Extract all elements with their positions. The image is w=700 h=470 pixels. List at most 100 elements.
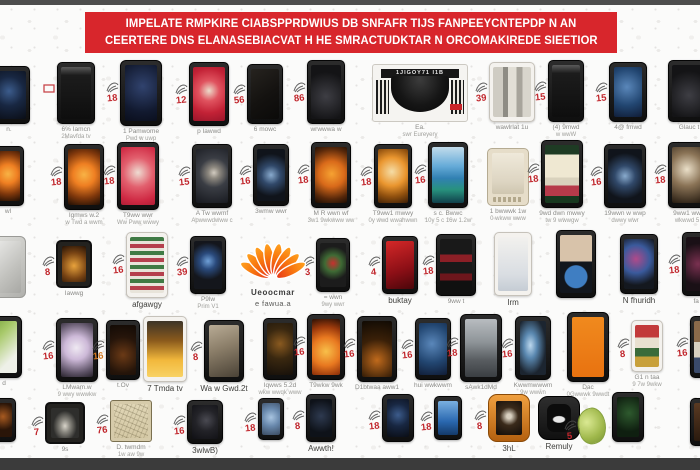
price-tag: 56: [231, 84, 247, 107]
item-title: Wa w Gwd.2t: [200, 384, 248, 393]
item-sublabel: 9 7w 9wkw: [632, 382, 662, 389]
price-value: 8: [44, 267, 52, 279]
device-screen: [552, 65, 580, 117]
scribble-leaf-icon: [564, 420, 577, 431]
item-caption: T9ww wwr Ww Pww wwwy: [100, 212, 176, 227]
device-phone-image: [247, 64, 283, 124]
product-item: 18 1 Pamwome Pwd w uwp: [106, 60, 162, 142]
product-item: 39 wawlrlat 1u: [475, 62, 535, 131]
scribble-leaf-icon: [401, 339, 414, 350]
device-phone-image: [434, 396, 462, 440]
product-item: 18 Igmws w.2 w Twd a wwm: [50, 144, 104, 226]
price-value: 16: [676, 347, 688, 360]
scribble-leaf-icon: [173, 415, 186, 426]
item-sublabel: Prim V1: [197, 304, 219, 311]
item-caption: 1 bwwwk 1w 0 wkww www: [470, 208, 546, 223]
item-label: 9wd dwn mwwy: [539, 210, 585, 217]
item-title: afgawgy: [132, 300, 162, 309]
device-phone-image: [57, 62, 95, 124]
device-screen: [147, 321, 183, 377]
price-value: 8: [294, 421, 302, 433]
item-title: 3hL: [502, 444, 516, 453]
item-label: 9ww t: [447, 298, 465, 305]
product-item: 18: [368, 394, 414, 442]
device-tablet-image: [120, 60, 162, 126]
price-tag: 18: [666, 254, 682, 276]
device-tablet-image: [204, 320, 244, 382]
product-item: Irm: [494, 232, 532, 307]
item-sublabel: wkwwd 5: [674, 218, 700, 225]
price-tag: 8: [188, 341, 204, 363]
product-item: 15 (4) 9mwd w wwW: [534, 60, 584, 138]
price-tag: 7: [29, 416, 45, 439]
device-phone-image: [690, 398, 700, 446]
device-screen: [560, 235, 592, 293]
item-title: 7 Tmda tv: [147, 384, 183, 393]
product-item: 86 wrwwwa w: [293, 60, 345, 133]
item-caption: wawlrlat 1u: [472, 124, 552, 132]
price-value: 18: [360, 176, 372, 189]
price-tag: [41, 83, 57, 93]
device-tablet-silver-image: [0, 236, 26, 298]
scribble-leaf-icon: [420, 411, 433, 422]
product-item: 8 Awwth!: [292, 394, 336, 453]
device-screen: [196, 149, 228, 203]
product-item: [0, 398, 16, 442]
item-sublabel: 0Gwwwk 9wwdt: [566, 392, 610, 399]
item-sublabel: w wwW: [555, 132, 577, 139]
logo-subcaption: e fawua.a: [254, 299, 292, 308]
price-tag: 18: [418, 411, 434, 433]
item-caption: afgawgy: [109, 300, 185, 310]
device-tablet-white-image: [143, 316, 187, 382]
price-value: 16: [501, 348, 513, 361]
red-tag-icon: [450, 104, 462, 110]
device-screen: [62, 246, 86, 282]
device-phone-image: [604, 144, 646, 208]
item-label: A Tw wwmf: [195, 210, 229, 217]
price-tag: 16: [399, 339, 415, 362]
item-caption: wl: [0, 208, 41, 216]
item-caption: Remuly: [521, 442, 597, 452]
device-phone-image: [190, 236, 226, 294]
item-label: 6 mowc: [253, 126, 277, 133]
item-caption: Glauc t: [651, 124, 700, 132]
device-blob-image: [573, 404, 611, 448]
scribble-leaf-icon: [590, 166, 603, 177]
item-label: Iawwg: [64, 290, 84, 297]
item-sublabel: 10y 5 c 16w 1.2w: [424, 218, 472, 225]
item-caption: D1btwaa aww1: [340, 384, 414, 392]
price-value: 18: [422, 265, 434, 278]
device-screen: [320, 243, 346, 287]
product-item: 18 9ww1 ww wkwwd 5: [654, 142, 700, 224]
item-caption: sAwk1dMd: [443, 384, 519, 392]
scribble-leaf-icon: [368, 256, 381, 267]
product-item: 16 3wlwB): [173, 400, 223, 455]
item-caption: 7 Tmda tv: [126, 384, 204, 394]
device-phone-image: [189, 62, 229, 126]
item-caption: 9wd dwn mwwy tw 9 wwwgw: [524, 210, 600, 225]
device-tablet-image: [460, 314, 502, 382]
device-phone-image: [382, 236, 418, 294]
device-tablet-image: [56, 318, 98, 382]
price-tag: 18: [242, 412, 258, 435]
petal-logo-icon: [239, 242, 307, 280]
item-caption: d: [0, 380, 39, 388]
device-screen: [257, 149, 285, 201]
price-value: 18: [668, 264, 680, 277]
product-item: 18 T9ww1 mwwy 0y wwd wwahwwn: [360, 144, 418, 224]
price-value: 16: [173, 425, 185, 438]
product-item: n.: [0, 66, 30, 133]
price-value: 18: [297, 174, 309, 187]
item-label: T9ww wwr: [122, 212, 154, 219]
banner: IMPELATE RMPKIRE CIABSPPRDWIUS DB SNFAFR…: [85, 12, 617, 53]
item-title: buktay: [388, 296, 412, 305]
price-value: 16: [42, 350, 54, 363]
item-caption: Iawwg: [39, 290, 109, 298]
item-sublabel: 1w aw 9w: [117, 452, 145, 459]
device-screen: [193, 67, 225, 121]
item-caption: 9ww t: [419, 298, 493, 306]
price-tag: 15: [593, 82, 609, 105]
scribble-leaf-icon: [176, 256, 189, 267]
product-item: 5: [564, 404, 611, 448]
price-tag: 16: [40, 340, 56, 362]
